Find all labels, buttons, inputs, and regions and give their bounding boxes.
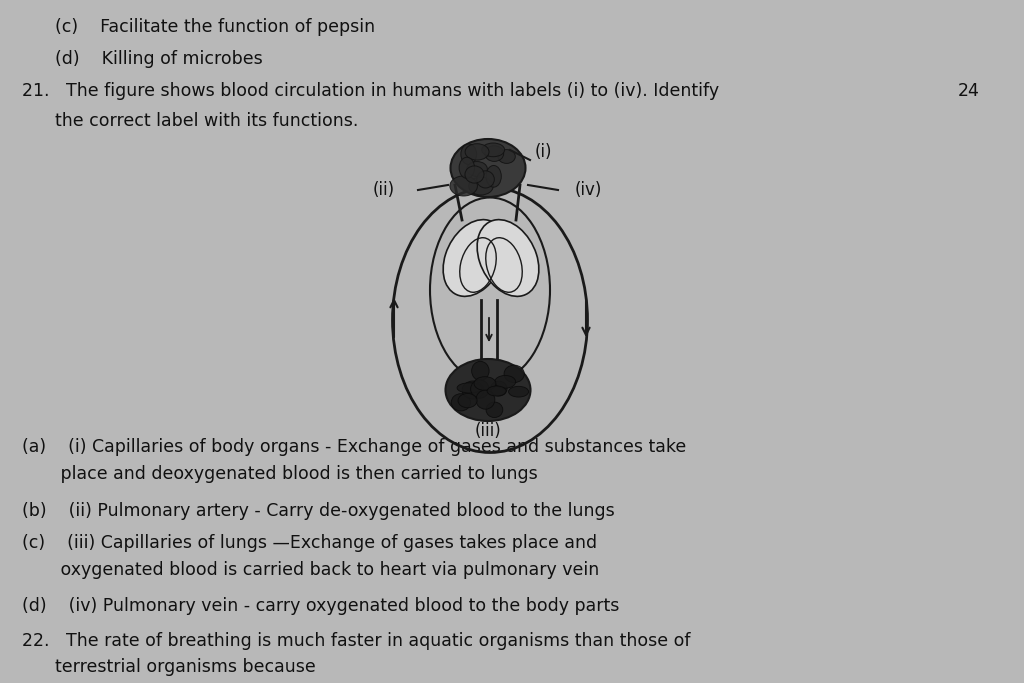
Text: (b)    (ii) Pulmonary artery - Carry de-oxygenated blood to the lungs: (b) (ii) Pulmonary artery - Carry de-oxy… (22, 502, 614, 520)
Ellipse shape (450, 176, 477, 196)
Ellipse shape (445, 359, 530, 421)
Text: oxygenated blood is carried back to heart via pulmonary vein: oxygenated blood is carried back to hear… (22, 561, 599, 579)
Ellipse shape (509, 387, 528, 397)
Text: (ii): (ii) (373, 181, 395, 199)
Text: 21.   The figure shows blood circulation in humans with labels (i) to (iv). Iden: 21. The figure shows blood circulation i… (22, 82, 719, 100)
Text: 24: 24 (958, 82, 980, 100)
Ellipse shape (459, 157, 474, 178)
Text: the correct label with its functions.: the correct label with its functions. (22, 112, 358, 130)
Ellipse shape (471, 380, 489, 398)
Ellipse shape (462, 381, 484, 399)
Text: place and deoxygenated blood is then carried to lungs: place and deoxygenated blood is then car… (22, 465, 538, 483)
Ellipse shape (481, 143, 505, 156)
Ellipse shape (469, 177, 494, 195)
Ellipse shape (443, 220, 505, 296)
Ellipse shape (465, 166, 484, 183)
Ellipse shape (457, 382, 482, 393)
Ellipse shape (498, 150, 515, 163)
Ellipse shape (487, 386, 506, 396)
Text: (iii): (iii) (475, 422, 502, 440)
Text: 22.   The rate of breathing is much faster in aquatic organisms than those of: 22. The rate of breathing is much faster… (22, 632, 690, 650)
Ellipse shape (477, 171, 495, 188)
Text: terrestrial organisms because: terrestrial organisms because (22, 658, 315, 676)
Ellipse shape (477, 220, 539, 296)
Text: (d)    Killing of microbes: (d) Killing of microbes (55, 50, 263, 68)
Text: (i): (i) (535, 143, 553, 161)
Ellipse shape (472, 361, 489, 380)
Text: (c)    Facilitate the function of pepsin: (c) Facilitate the function of pepsin (55, 18, 375, 36)
Text: (d)    (iv) Pulmonary vein - carry oxygenated blood to the body parts: (d) (iv) Pulmonary vein - carry oxygenat… (22, 597, 620, 615)
Ellipse shape (486, 165, 502, 187)
Ellipse shape (458, 393, 477, 408)
Text: (a)    (i) Capillaries of body organs - Exchange of gases and substances take: (a) (i) Capillaries of body organs - Exc… (22, 438, 686, 456)
Ellipse shape (474, 377, 496, 391)
Ellipse shape (465, 143, 489, 160)
Ellipse shape (504, 365, 524, 382)
Ellipse shape (452, 393, 470, 411)
Ellipse shape (486, 402, 503, 417)
Text: (iv): (iv) (575, 181, 602, 199)
Ellipse shape (451, 139, 525, 197)
Ellipse shape (476, 390, 495, 409)
Ellipse shape (490, 381, 507, 396)
Ellipse shape (467, 162, 487, 176)
Text: (c)    (iii) Capillaries of lungs —Exchange of gases takes place and: (c) (iii) Capillaries of lungs —Exchange… (22, 534, 597, 552)
Ellipse shape (495, 376, 516, 388)
Ellipse shape (461, 144, 476, 165)
Ellipse shape (485, 145, 504, 161)
